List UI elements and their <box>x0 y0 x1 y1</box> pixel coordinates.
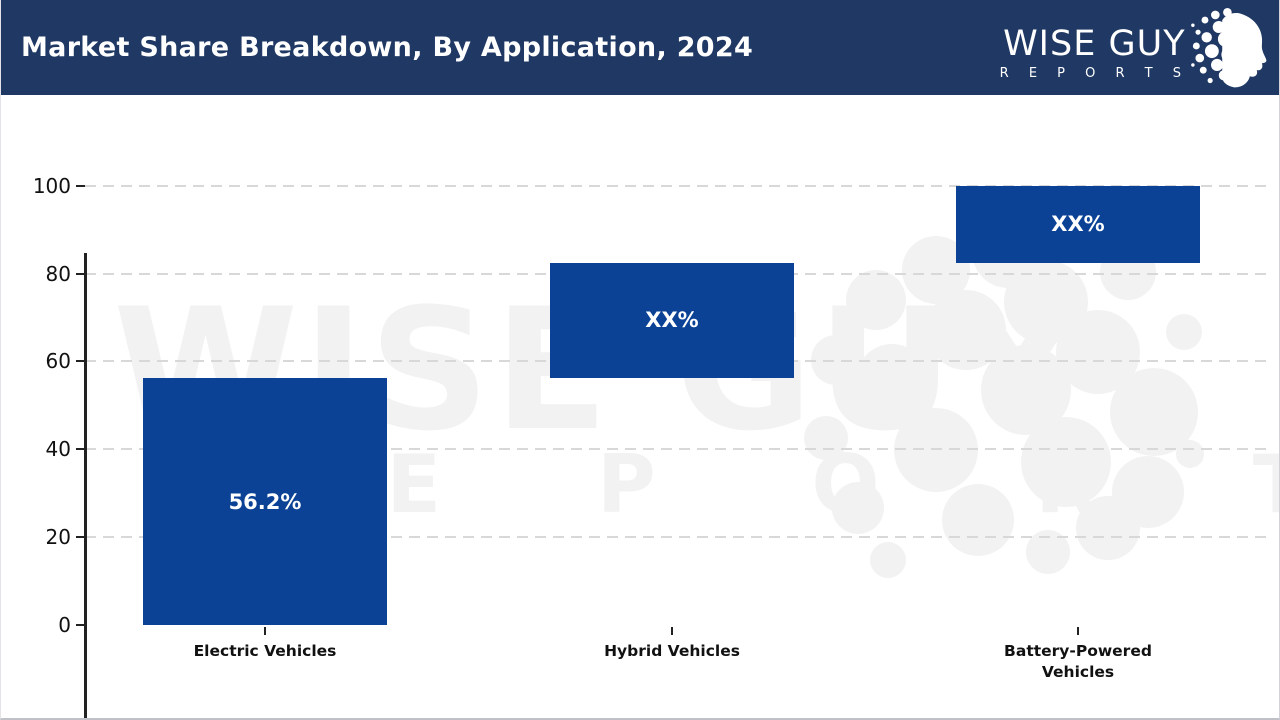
bar-segment: XX% <box>550 262 794 379</box>
logo-head-icon <box>1191 8 1267 88</box>
y-tick-label: 40 <box>45 437 71 462</box>
bar-segment: XX% <box>956 185 1200 263</box>
y-gridline <box>85 536 1267 539</box>
y-gridline <box>85 184 1267 187</box>
bar-value-label: 56.2% <box>228 489 302 514</box>
logo-subtitle: R E P O R T S <box>999 65 1189 81</box>
bar-segment: 56.2% <box>143 378 387 625</box>
x-tick-mark <box>264 627 266 635</box>
y-tick-mark <box>76 536 85 539</box>
y-tick-mark <box>76 360 85 363</box>
y-tick-label: 60 <box>45 349 71 374</box>
y-tick-label: 100 <box>32 173 71 198</box>
y-gridline <box>85 448 1267 451</box>
y-tick-mark <box>76 624 85 626</box>
y-tick-mark <box>76 184 85 187</box>
bar-value-label: XX% <box>1051 212 1105 237</box>
page-title: Market Share Breakdown, By Application, … <box>21 32 754 63</box>
wise-guy-reports-logo: WISE GUY R E P O R T S <box>1000 8 1269 90</box>
x-category-label: Hybrid Vehicles <box>604 642 740 660</box>
x-category-label: Battery-Powered Vehicles <box>1004 642 1152 682</box>
logo-wordmark: WISE GUY <box>1003 23 1186 64</box>
y-tick-label: 20 <box>45 525 71 550</box>
x-category-label: Electric Vehicles <box>193 642 337 660</box>
y-axis-spine <box>84 253 87 718</box>
chart-area: 0 20 40 60 80 100 56.2% Electric Vehicles XX% Hyb… <box>1 95 1279 718</box>
logo-text: WISE GUY R E P O R T S <box>1000 24 1189 81</box>
y-tick-label: 0 <box>58 613 71 637</box>
bar-value-label: XX% <box>645 308 699 333</box>
x-tick-mark <box>671 627 673 635</box>
x-tick-mark <box>1077 627 1079 635</box>
y-tick-label: 80 <box>45 261 71 286</box>
y-tick-mark <box>76 272 85 275</box>
header-bar: Market Share Breakdown, By Application, … <box>1 0 1279 95</box>
y-tick-mark <box>76 448 85 451</box>
